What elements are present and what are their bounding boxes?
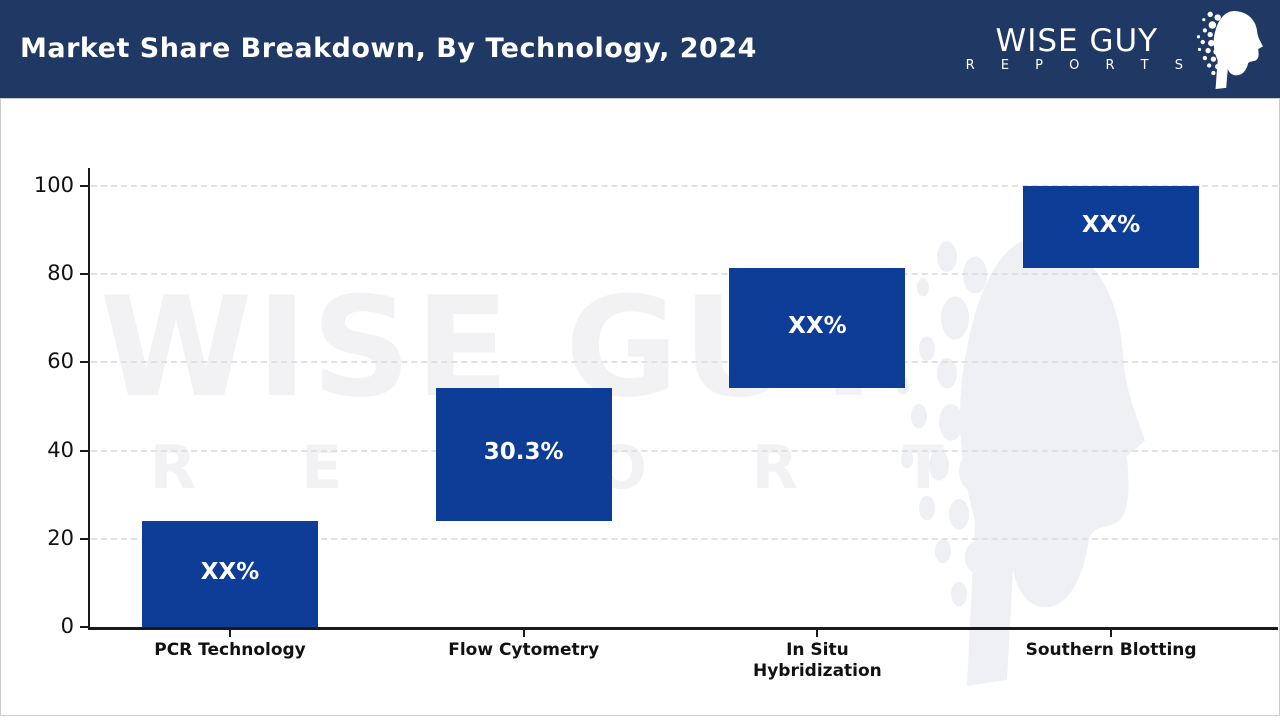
gridline-100 [91,185,1278,187]
category-label: PCR Technology [154,640,306,660]
gridline-40 [91,449,1278,452]
logo-text: WISE GUY R E P O R T S [960,24,1194,74]
y-tick-label: 60 [47,349,74,374]
x-tick [816,630,819,637]
bar-value-label: 30.3% [483,439,564,466]
gridline-20 [91,537,1278,540]
y-tick-label: 20 [47,525,74,550]
logo-subtitle: R E P O R T S [965,58,1194,73]
page-title: Market Share Breakdown, By Technology, 2… [20,33,757,64]
y-tick-0 [80,626,88,628]
bar-segment [1023,186,1200,268]
bar-segment [142,521,318,627]
y-tick-40 [80,449,88,452]
gridline-60 [91,361,1278,364]
x-tick [229,630,231,637]
y-tick-80 [80,273,88,276]
y-tick-label: 100 [33,173,74,197]
bar-segment [435,387,612,522]
x-tick [522,630,525,637]
header-band: Market Share Breakdown, By Technology, 2… [0,0,1280,98]
y-tick-60 [80,361,88,364]
y-tick-20 [80,537,88,540]
y-tick-label: 80 [47,261,74,286]
y-tick-label: 0 [60,614,74,638]
category-label: Flow Cytometry [448,640,600,660]
gridline-80 [91,273,1278,276]
x-tick [1110,630,1113,637]
bar-value-label: XX% [788,312,847,339]
bar-value-label: XX% [200,559,260,586]
category-label: Southern Blotting [1025,640,1197,660]
bar-segment [729,268,906,388]
y-axis-line [88,168,90,629]
y-tick-100 [80,185,88,187]
y-tick-label: 40 [47,437,74,462]
bar-value-label: XX% [1081,211,1141,238]
x-axis-line [88,627,1278,630]
category-label: In Situ Hybridization [752,640,882,681]
logo-wordmark: WISE GUY [995,23,1159,59]
wise-guy-logo: WISE GUY R E P O R T S [960,8,1266,90]
